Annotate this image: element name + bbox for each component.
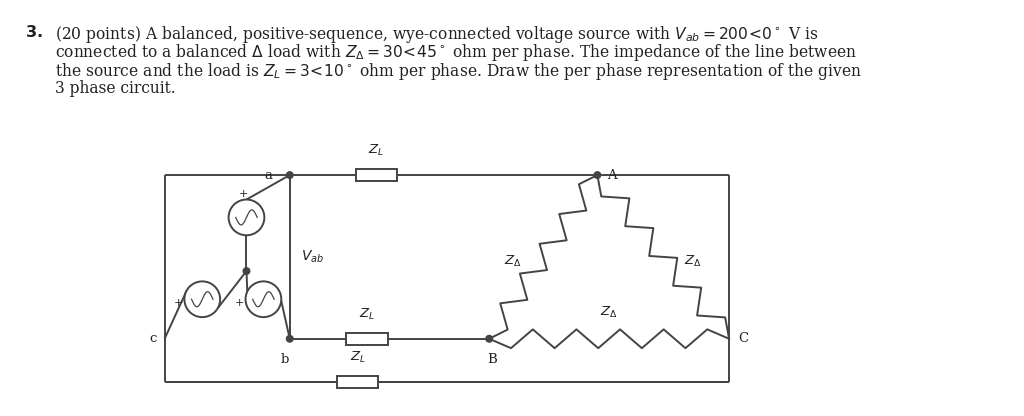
Text: $Z_L$: $Z_L$ — [349, 350, 366, 365]
Text: +: + — [174, 298, 183, 308]
Text: c: c — [150, 332, 157, 345]
Circle shape — [594, 172, 601, 178]
Text: $V_{ab}$: $V_{ab}$ — [301, 249, 325, 265]
Text: C: C — [738, 332, 749, 345]
Text: the source and the load is $Z_L = 3\!<\!10^\circ$ ohm per phase. Draw the per ph: the source and the load is $Z_L = 3\!<\!… — [54, 61, 861, 82]
Text: b: b — [281, 353, 289, 366]
Text: (20 points) A balanced, positive-sequence, wye-connected voltage source with $V_: (20 points) A balanced, positive-sequenc… — [54, 24, 818, 45]
Text: $Z_L$: $Z_L$ — [358, 307, 375, 322]
Circle shape — [287, 335, 293, 342]
Text: $Z_\Delta$: $Z_\Delta$ — [505, 254, 522, 269]
Circle shape — [287, 172, 293, 178]
Text: $\mathbf{3.}$: $\mathbf{3.}$ — [26, 24, 43, 41]
Text: $Z_L$: $Z_L$ — [369, 143, 384, 158]
Circle shape — [243, 268, 250, 274]
Bar — [355, 169, 397, 181]
Bar — [337, 376, 378, 388]
Text: B: B — [487, 353, 497, 366]
Circle shape — [184, 281, 220, 317]
Bar — [346, 333, 388, 345]
Text: a: a — [265, 168, 272, 181]
Text: connected to a balanced $\Delta$ load with $Z_\Delta = 30\!<\!45^\circ$ ohm per : connected to a balanced $\Delta$ load wi… — [54, 42, 856, 63]
Circle shape — [486, 335, 493, 342]
Text: $Z_\Delta$: $Z_\Delta$ — [684, 254, 701, 269]
Text: A: A — [607, 168, 616, 181]
Text: +: + — [236, 298, 245, 308]
Circle shape — [246, 281, 282, 317]
Circle shape — [228, 200, 264, 235]
Text: $Z_\Delta$: $Z_\Delta$ — [600, 305, 617, 320]
Text: +: + — [239, 189, 249, 199]
Text: 3 phase circuit.: 3 phase circuit. — [54, 80, 175, 97]
